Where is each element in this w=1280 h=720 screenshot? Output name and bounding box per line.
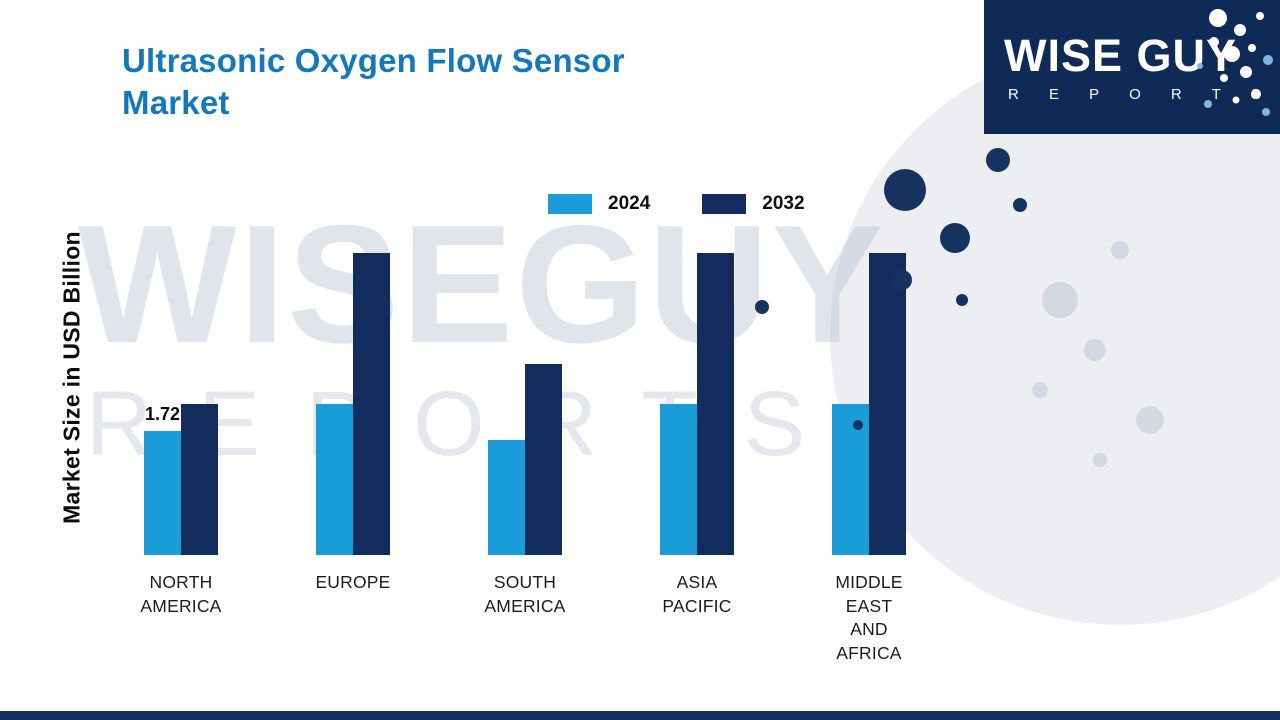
value-label: 1.72 xyxy=(144,404,181,424)
bar-2032 xyxy=(353,253,390,555)
wise-guy-reports-logo: WISE GUY R E P O R T S xyxy=(984,0,1280,134)
bar-2032 xyxy=(869,253,906,555)
logo-subtitle: R E P O R T S xyxy=(1008,86,1274,103)
bar-2032 xyxy=(181,404,218,555)
bar-2024 xyxy=(488,440,525,555)
watermark-wiseguy: WISEGUY xyxy=(78,190,886,378)
bar-groups: 1.72 NORTH AMERICA EUROPE SOUTH AMERICA ASIA… xyxy=(120,245,930,666)
bar-2024: 1.72 xyxy=(144,404,181,555)
legend-label: 2024 xyxy=(608,193,651,214)
logo-head-dots-icon xyxy=(1197,9,1273,116)
legend: 2024 2032 xyxy=(548,193,805,215)
logo-title: WISE GUY xyxy=(1004,30,1238,81)
page-title: Ultrasonic Oxygen Flow Sensor Market xyxy=(122,42,625,122)
legend-swatch-2024 xyxy=(548,194,592,214)
legend-swatch-2032 xyxy=(702,194,747,214)
bar-group: ASIA PACIFIC xyxy=(636,245,758,666)
bar-2032 xyxy=(697,253,734,555)
y-axis-label: Market Size in USD Billion xyxy=(58,231,85,524)
bar-group: EUROPE xyxy=(292,245,414,666)
category-label: SOUTH AMERICA xyxy=(484,572,566,616)
legend-item-2024: 2024 xyxy=(548,193,650,215)
legend-label: 2032 xyxy=(762,193,805,214)
category-label: NORTH AMERICA xyxy=(140,572,222,616)
bar-group: SOUTH AMERICA xyxy=(464,245,586,666)
footer-bar xyxy=(0,711,1280,720)
category-label: EUROPE xyxy=(315,572,391,592)
bar-2024 xyxy=(316,404,353,555)
category-label: MIDDLE EAST AND AFRICA xyxy=(835,572,903,663)
bar-2032 xyxy=(525,364,562,555)
category-label: ASIA PACIFIC xyxy=(662,572,732,616)
bar-group: MIDDLE EAST AND AFRICA xyxy=(808,245,930,666)
bar-2024 xyxy=(660,404,697,555)
bar-2024 xyxy=(832,404,869,555)
legend-item-2032: 2032 xyxy=(702,193,805,215)
bar-group: 1.72 NORTH AMERICA xyxy=(120,245,242,666)
